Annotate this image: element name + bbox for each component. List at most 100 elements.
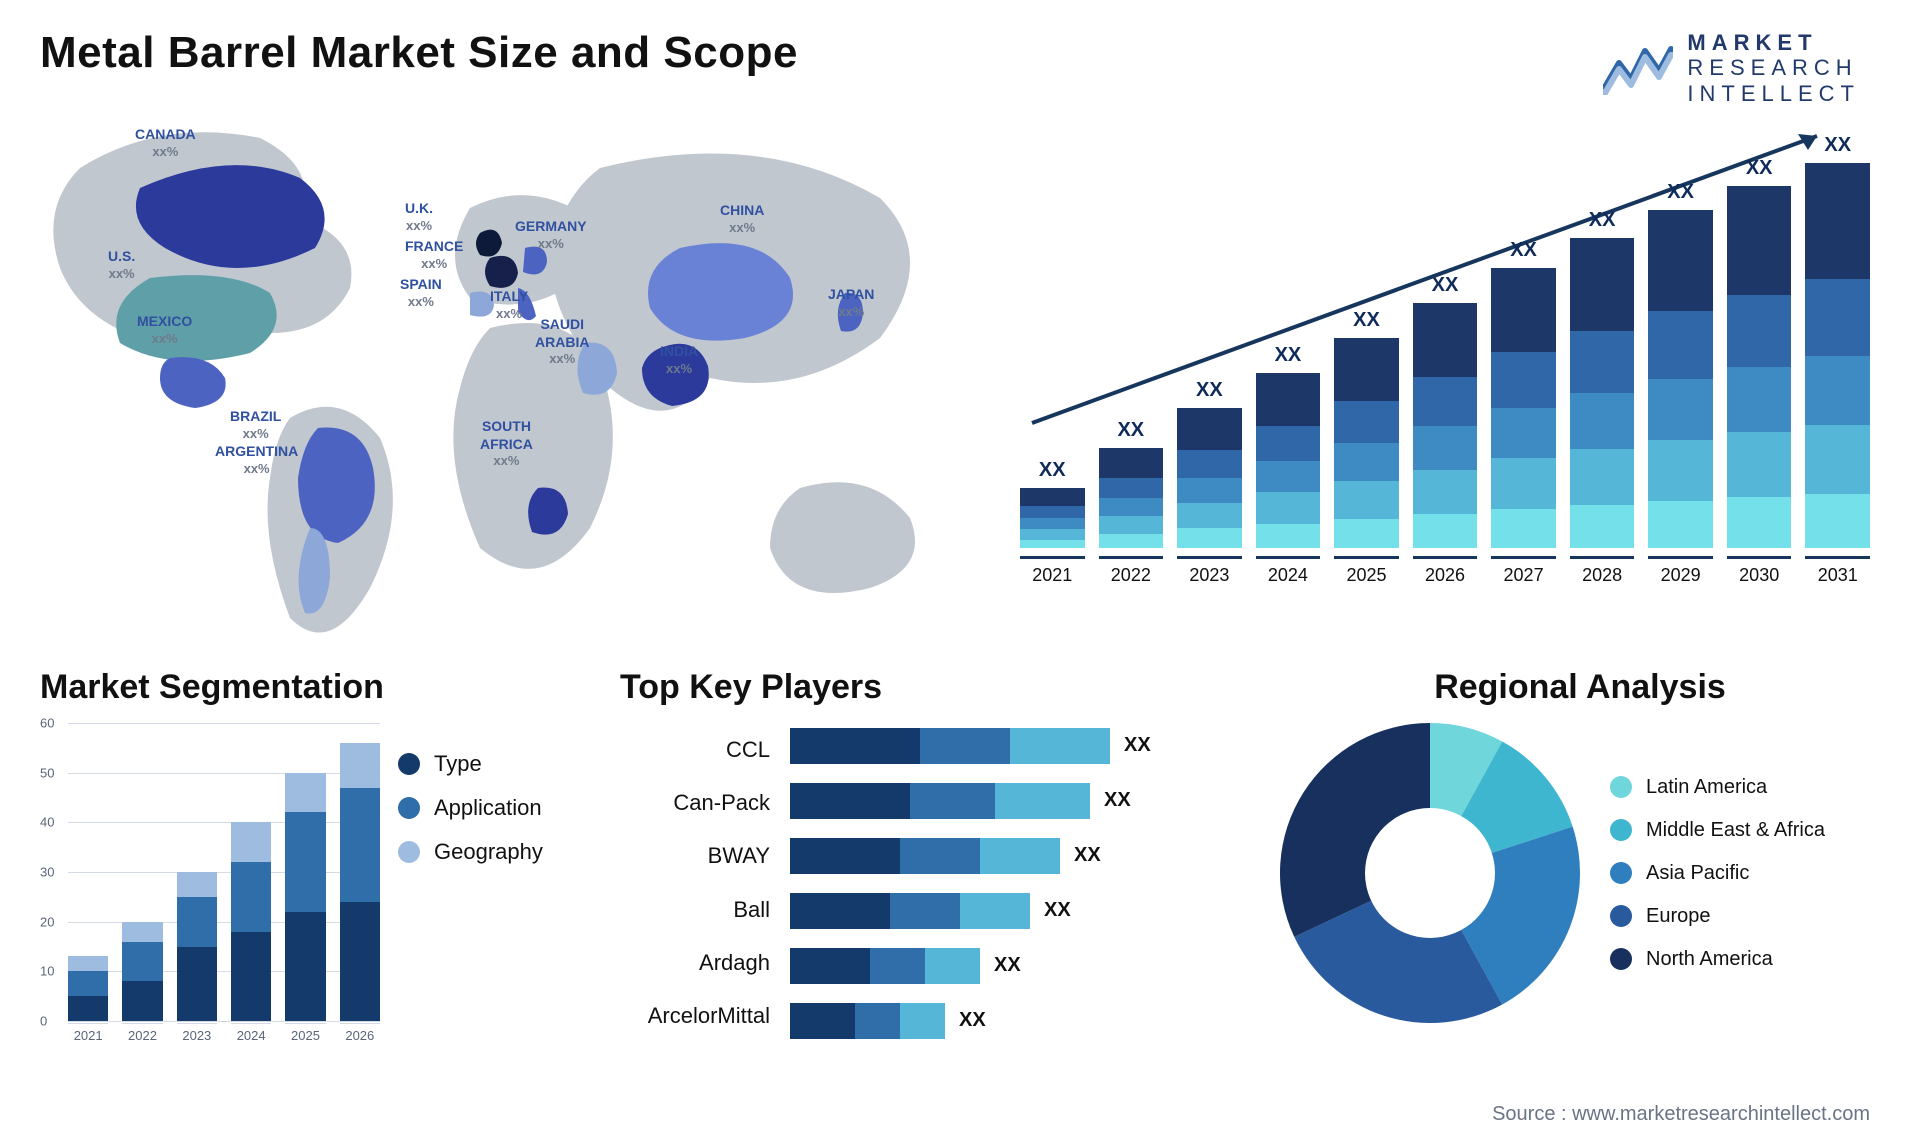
map-label-canada: CANADAxx% xyxy=(135,126,196,160)
source-label: Source : www.marketresearchintellect.com xyxy=(1492,1103,1870,1126)
seg-x-2025: 2025 xyxy=(285,1023,325,1043)
size-bar-label: XX xyxy=(1099,419,1164,442)
region-legend-middle-east-africa: Middle East & Africa xyxy=(1610,819,1825,842)
seg-ytick: 50 xyxy=(40,765,54,780)
region-legend-europe: Europe xyxy=(1610,905,1825,928)
size-bar-label: XX xyxy=(1256,344,1321,367)
size-bar-2024: XX xyxy=(1256,344,1321,548)
regional-section: Regional Analysis Latin America Middle Ea… xyxy=(1280,668,1880,1088)
region-legend-asia-pacific: Asia Pacific xyxy=(1610,862,1825,885)
size-bar-label: XX xyxy=(1648,181,1713,204)
seg-bar-2025 xyxy=(285,773,325,1021)
size-bar-2025: XX xyxy=(1334,309,1399,548)
segmentation-title: Market Segmentation xyxy=(40,668,580,707)
seg-x-2024: 2024 xyxy=(231,1023,271,1043)
region-legend-north-america: North America xyxy=(1610,948,1825,971)
regional-legend: Latin America Middle East & Africa Asia Pa… xyxy=(1610,776,1825,971)
map-label-italy: ITALYxx% xyxy=(490,288,528,322)
player-value: XX xyxy=(994,954,1021,977)
size-x-2022: 2022 xyxy=(1099,556,1164,586)
size-bar-2028: XX xyxy=(1570,209,1635,548)
player-value: XX xyxy=(1104,789,1131,812)
regional-donut xyxy=(1280,723,1580,1023)
player-label-ccl: CCL xyxy=(726,737,770,763)
seg-ytick: 20 xyxy=(40,914,54,929)
player-label-ardagh: Ardagh xyxy=(699,950,770,976)
player-bar-ccl: XX xyxy=(790,728,1240,764)
size-bar-2029: XX xyxy=(1648,181,1713,548)
world-map: CANADAxx% U.S.xx% MEXICOxx% BRAZILxx%ARGENT… xyxy=(40,98,980,638)
player-value: XX xyxy=(1074,844,1101,867)
seg-bar-2023 xyxy=(177,872,217,1021)
size-bar-label: XX xyxy=(1177,379,1242,402)
seg-ytick: 0 xyxy=(40,1014,47,1029)
map-label-argentina: ARGENTINAxx% xyxy=(215,443,298,477)
player-value: XX xyxy=(1124,734,1151,757)
player-bar-ardagh: XX xyxy=(790,948,1240,984)
players-bars: XX XX XX XX XX XX xyxy=(790,723,1240,1043)
player-label-bway: BWAY xyxy=(708,843,770,869)
player-label-ball: Ball xyxy=(733,897,770,923)
legend-item-type: Type xyxy=(398,751,543,777)
seg-ytick: 10 xyxy=(40,964,54,979)
world-map-svg xyxy=(40,98,980,638)
region-legend-latin-america: Latin America xyxy=(1610,776,1825,799)
map-label-saudi-arabia: SAUDIARABIAxx% xyxy=(535,316,589,367)
map-label-spain: SPAINxx% xyxy=(400,276,442,310)
size-bar-2027: XX xyxy=(1491,239,1556,548)
size-x-2026: 2026 xyxy=(1413,556,1478,586)
map-label-india: INDIAxx% xyxy=(660,343,698,377)
map-label-france: FRANCExx% xyxy=(405,238,463,272)
size-x-2028: 2028 xyxy=(1570,556,1635,586)
size-x-2025: 2025 xyxy=(1334,556,1399,586)
logo-mark-icon xyxy=(1603,41,1673,95)
player-bar-arcelormittal: XX xyxy=(790,1003,1240,1039)
logo-line1: MARKET xyxy=(1687,30,1860,55)
map-region-china xyxy=(648,243,793,341)
size-bar-2023: XX xyxy=(1177,379,1242,548)
size-bar-label: XX xyxy=(1413,274,1478,297)
player-bar-bway: XX xyxy=(790,838,1240,874)
size-bar-label: XX xyxy=(1334,309,1399,332)
size-bar-label: XX xyxy=(1020,459,1085,482)
seg-x-2026: 2026 xyxy=(340,1023,380,1043)
size-x-2030: 2030 xyxy=(1727,556,1792,586)
seg-bar-2026 xyxy=(340,743,380,1021)
map-label-south-africa: SOUTHAFRICAxx% xyxy=(480,418,533,469)
page: Metal Barrel Market Size and Scope MARKE… xyxy=(0,0,1920,1146)
size-x-2021: 2021 xyxy=(1020,556,1085,586)
map-label-china: CHINAxx% xyxy=(720,202,764,236)
map-label-u-s-: U.S.xx% xyxy=(108,248,135,282)
player-value: XX xyxy=(959,1009,986,1032)
seg-ytick: 40 xyxy=(40,815,54,830)
seg-bar-2022 xyxy=(122,922,162,1021)
player-label-arcelormittal: ArcelorMittal xyxy=(648,1003,770,1029)
size-x-2031: 2031 xyxy=(1805,556,1870,586)
player-bar-ball: XX xyxy=(790,893,1240,929)
size-bar-label: XX xyxy=(1805,134,1870,157)
map-label-brazil: BRAZILxx% xyxy=(230,408,281,442)
seg-x-2022: 2022 xyxy=(122,1023,162,1043)
size-bar-2030: XX xyxy=(1727,157,1792,548)
segmentation-chart: 0102030405060 202120222023202420252026 xyxy=(40,723,380,1043)
legend-item-application: Application xyxy=(398,795,543,821)
map-label-u-k-: U.K.xx% xyxy=(405,200,433,234)
size-bar-label: XX xyxy=(1570,209,1635,232)
map-label-japan: JAPANxx% xyxy=(828,286,874,320)
legend-item-geography: Geography xyxy=(398,839,543,865)
seg-ytick: 30 xyxy=(40,865,54,880)
segmentation-legend: Type Application Geography xyxy=(398,723,543,1088)
regional-title: Regional Analysis xyxy=(1280,668,1880,707)
seg-x-2021: 2021 xyxy=(68,1023,108,1043)
size-x-2024: 2024 xyxy=(1256,556,1321,586)
player-bar-canpack: XX xyxy=(790,783,1240,819)
size-bar-label: XX xyxy=(1491,239,1556,262)
map-label-mexico: MEXICOxx% xyxy=(137,313,192,347)
size-bar-label: XX xyxy=(1727,157,1792,180)
size-x-2023: 2023 xyxy=(1177,556,1242,586)
size-x-2029: 2029 xyxy=(1648,556,1713,586)
players-labels: CCLCan-PackBWAYBallArdaghArcelorMittal xyxy=(620,723,790,1043)
size-bar-2031: XX xyxy=(1805,134,1870,548)
size-bar-2026: XX xyxy=(1413,274,1478,548)
map-region-mexico xyxy=(160,357,226,408)
